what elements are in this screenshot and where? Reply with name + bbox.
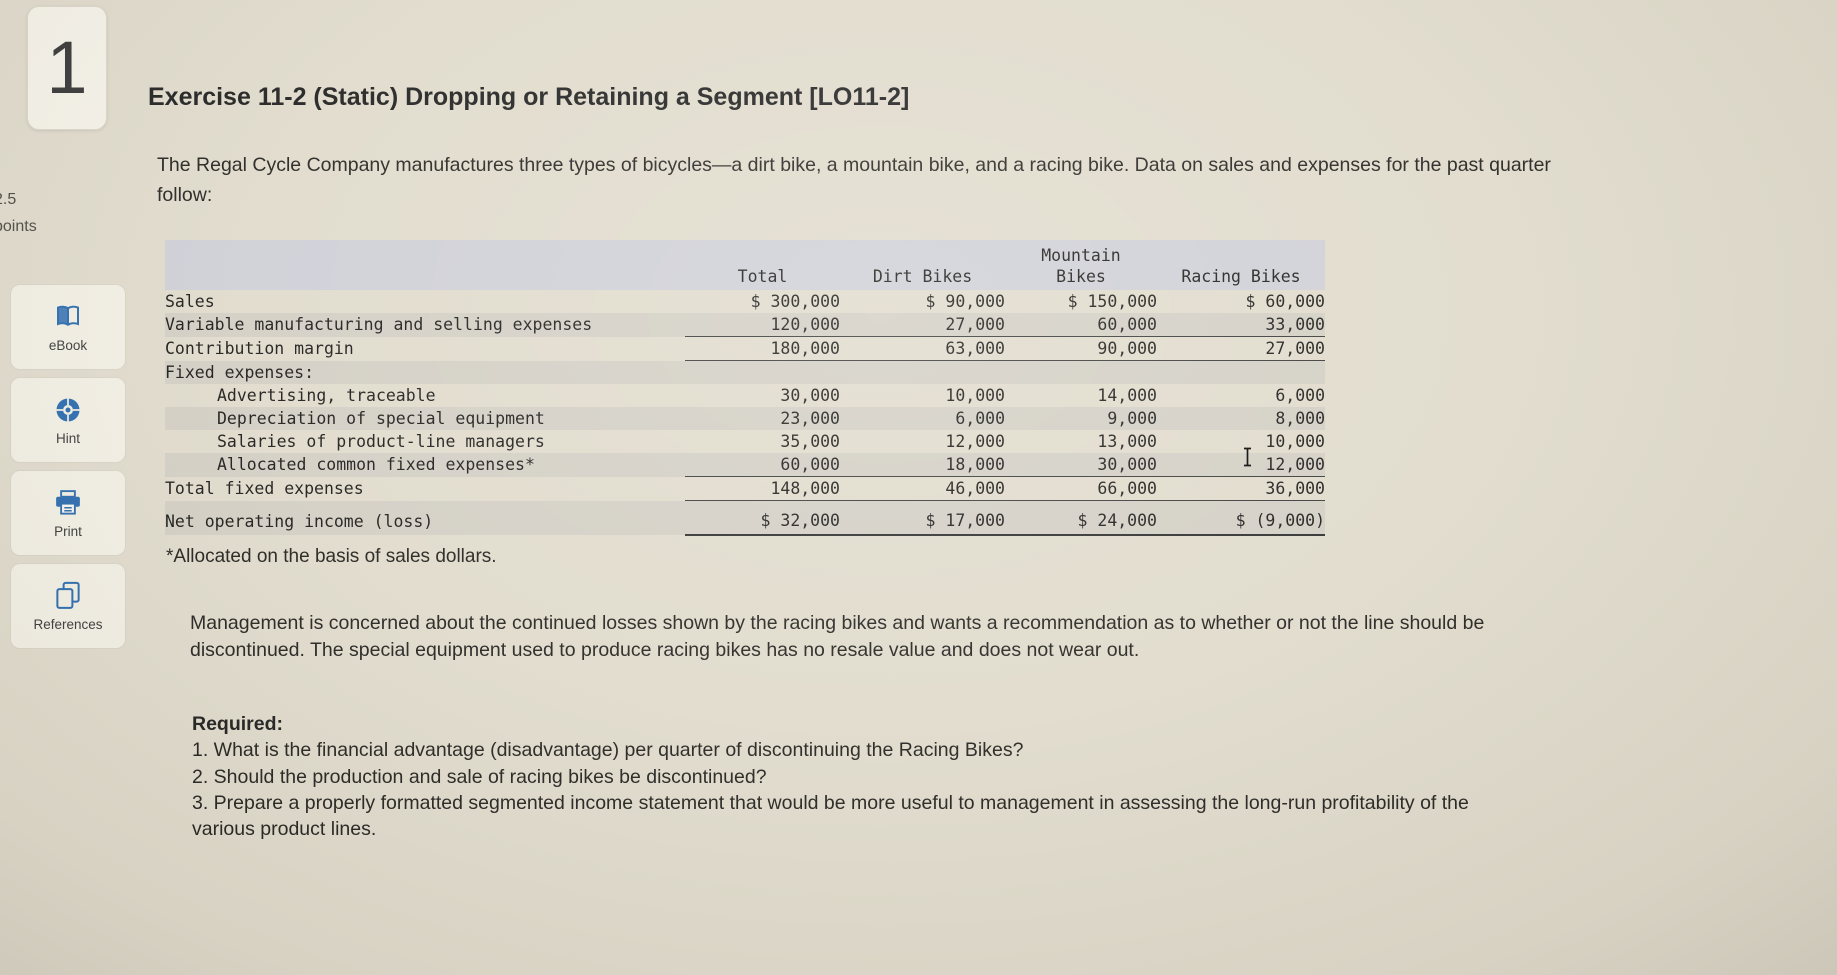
cell-value: 36,000 bbox=[1157, 476, 1325, 501]
cell-value: 12,000 bbox=[1157, 453, 1325, 477]
question-number-card: 1 bbox=[27, 6, 107, 130]
points-label: points bbox=[0, 218, 37, 235]
cell-value: 13,000 bbox=[1097, 432, 1157, 451]
cell-value: 63,000 bbox=[840, 336, 1005, 361]
table-row: Depreciation of special equipment 23,000 6… bbox=[165, 407, 1325, 430]
required-item: 3. Prepare a properly formatted segmente… bbox=[192, 792, 1469, 840]
financial-table: Total Dirt Bikes Mountain Bikes Racing Bikes… bbox=[165, 240, 1325, 536]
hint-icon bbox=[53, 394, 83, 426]
sidebar-item-label: References bbox=[33, 617, 103, 632]
cell-value: 27,000 bbox=[840, 313, 1005, 337]
points-indicator: 2.5 points bbox=[0, 186, 37, 240]
cell-value: 46,000 bbox=[840, 476, 1005, 501]
row-label: Variable manufacturing and selling expen… bbox=[165, 313, 685, 337]
table-footnote: *Allocated on the basis of sales dollars… bbox=[166, 546, 497, 567]
cell-value: 23,000 bbox=[685, 407, 840, 430]
sidebar-item-references[interactable]: References bbox=[10, 563, 126, 649]
cell-value: 6,000 bbox=[1275, 386, 1325, 405]
table-row: Sales $ 300,000 $ 90,000 $ 150,000 $ 60,000 bbox=[165, 290, 1325, 313]
cell-value: 180,000 bbox=[685, 336, 840, 361]
row-label-header bbox=[165, 240, 685, 290]
required-list: 1. What is the financial advantage (disa… bbox=[148, 738, 1558, 842]
cell-value: 35,000 bbox=[780, 432, 840, 451]
cell-value: 18,000 bbox=[840, 453, 1005, 477]
sidebar-item-hint[interactable]: Hint bbox=[10, 377, 126, 463]
cell-value bbox=[1005, 360, 1157, 384]
col-header: Racing Bikes bbox=[1157, 240, 1325, 290]
management-paragraph: Management is concerned about the contin… bbox=[190, 612, 1485, 661]
references-icon bbox=[54, 580, 82, 612]
col-header: Total bbox=[685, 240, 840, 290]
cell-value: $ 17,000 bbox=[840, 500, 1005, 536]
cell-value: $ 24,000 bbox=[1005, 500, 1157, 536]
sidebar-item-label: Print bbox=[54, 524, 82, 539]
cell-value: $ 300,000 bbox=[750, 292, 840, 311]
table-row: Contribution margin 180,000 63,000 90,000 27… bbox=[165, 336, 1325, 361]
table-row: Variable manufacturing and selling expen… bbox=[165, 313, 1325, 337]
cell-value: 10,000 bbox=[945, 386, 1005, 405]
points-value: 2.5 bbox=[0, 191, 17, 208]
cell-value bbox=[685, 360, 840, 384]
cell-value: 120,000 bbox=[685, 313, 840, 337]
cell-value: $ 60,000 bbox=[1245, 292, 1325, 311]
required-label: Required: bbox=[192, 713, 284, 735]
row-label: Salaries of product-line managers bbox=[217, 432, 545, 451]
row-label: Allocated common fixed expenses* bbox=[165, 453, 685, 477]
sidebar: eBook Hint Print References bbox=[10, 284, 126, 649]
cell-value: $ 150,000 bbox=[1067, 292, 1157, 311]
required-item: 1. What is the financial advantage (disa… bbox=[192, 739, 1024, 761]
table-row: Allocated common fixed expenses* 60,000 18… bbox=[165, 453, 1325, 477]
row-label: Net operating income (loss) bbox=[165, 500, 685, 535]
cell-value bbox=[840, 360, 1005, 384]
sidebar-item-label: eBook bbox=[48, 338, 88, 353]
cell-value: $ 90,000 bbox=[925, 292, 1005, 311]
cell-value: 30,000 bbox=[780, 386, 840, 405]
printer-icon bbox=[53, 487, 83, 519]
row-label: Advertising, traceable bbox=[217, 386, 436, 405]
table-row: Advertising, traceable 30,000 10,000 14,000… bbox=[165, 384, 1325, 407]
row-label: Sales bbox=[165, 292, 215, 311]
sidebar-item-label: Hint bbox=[55, 431, 80, 446]
financial-table-wrap: Total Dirt Bikes Mountain Bikes Racing Bikes… bbox=[165, 240, 1558, 536]
table-header-row: Total Dirt Bikes Mountain Bikes Racing Bikes bbox=[165, 240, 1325, 290]
row-label: Total fixed expenses bbox=[165, 479, 364, 498]
cell-value: 14,000 bbox=[1097, 386, 1157, 405]
required-item: 2. Should the production and sale of rac… bbox=[192, 765, 767, 788]
table-row: Total fixed expenses 148,000 46,000 66,000 3… bbox=[165, 476, 1325, 501]
cell-value: 12,000 bbox=[945, 432, 1005, 451]
main-content: Exercise 11-2 (Static) Dropping or Retai… bbox=[148, 70, 1558, 842]
col-header: Dirt Bikes bbox=[840, 240, 1005, 290]
table-row: Fixed expenses: bbox=[165, 360, 1325, 384]
table-row: Net operating income (loss) $ 32,000 $ 17,… bbox=[165, 500, 1325, 536]
cell-value: 27,000 bbox=[1157, 336, 1325, 361]
sidebar-item-print[interactable]: Print bbox=[10, 470, 126, 556]
cell-value: 60,000 bbox=[685, 453, 840, 477]
cell-value: 30,000 bbox=[1005, 453, 1157, 477]
cell-value: 9,000 bbox=[1005, 407, 1157, 430]
cell-value: 6,000 bbox=[840, 407, 1005, 430]
cell-value: 8,000 bbox=[1157, 407, 1325, 430]
cell-value: $ (9,000) bbox=[1157, 500, 1325, 536]
cell-value: 60,000 bbox=[1005, 313, 1157, 337]
row-label: Contribution margin bbox=[165, 339, 354, 358]
page-title: Exercise 11-2 (Static) Dropping or Retai… bbox=[148, 83, 910, 111]
intro-paragraph: The Regal Cycle Company manufactures thr… bbox=[157, 154, 1551, 206]
col-header: Mountain Bikes bbox=[1005, 240, 1157, 290]
sidebar-item-ebook[interactable]: eBook bbox=[10, 284, 126, 370]
question-number: 1 bbox=[46, 26, 88, 109]
row-label: Fixed expenses: bbox=[165, 360, 685, 384]
cell-value: 33,000 bbox=[1157, 313, 1325, 337]
table-row: Salaries of product-line managers 35,000 1… bbox=[165, 430, 1325, 453]
cell-value: 148,000 bbox=[685, 476, 840, 501]
cell-value bbox=[1157, 360, 1325, 384]
row-label: Depreciation of special equipment bbox=[165, 407, 685, 430]
cell-value: 10,000 bbox=[1265, 432, 1325, 451]
cell-value: $ 32,000 bbox=[685, 500, 840, 536]
cell-value: 90,000 bbox=[1005, 336, 1157, 361]
book-icon bbox=[53, 301, 83, 333]
cell-value: 66,000 bbox=[1005, 476, 1157, 501]
